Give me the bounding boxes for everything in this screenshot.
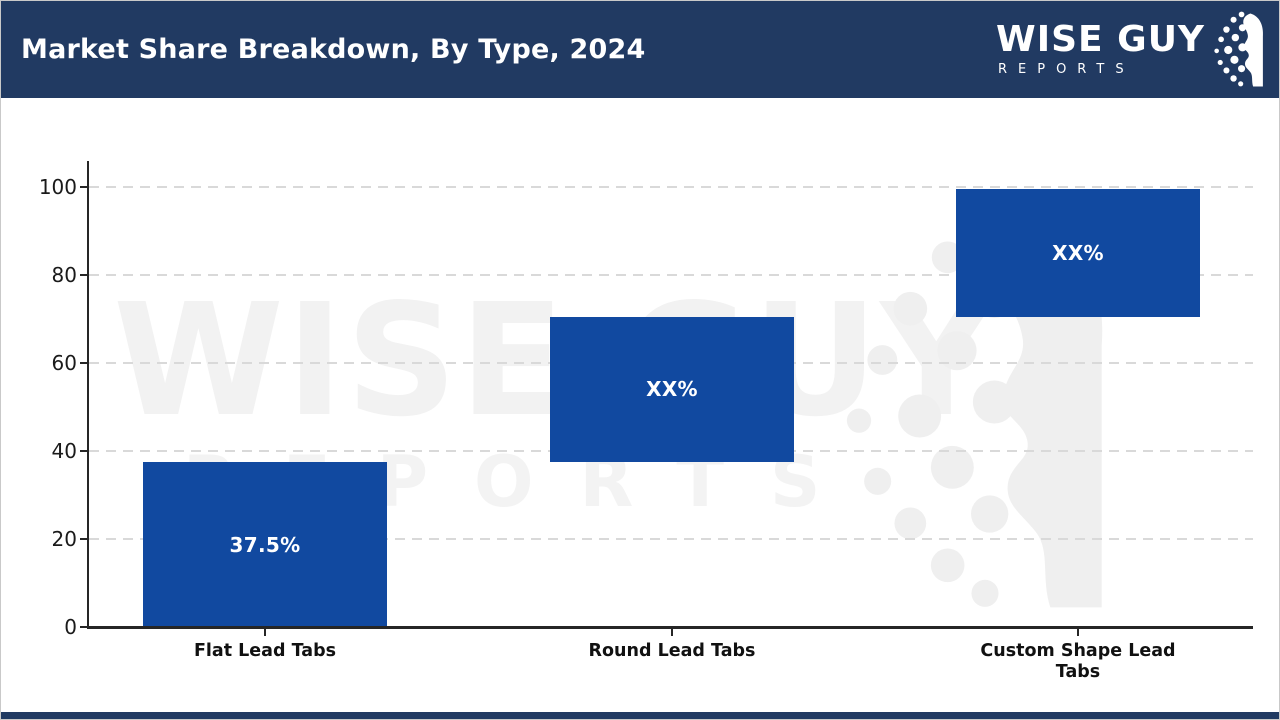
wise-guy-logo: WISE GUY REPORTS bbox=[996, 10, 1267, 90]
gridline bbox=[89, 274, 1253, 276]
x-axis-category-label: Custom Shape Lead Tabs bbox=[980, 641, 1176, 682]
bar-value-label: XX% bbox=[1052, 240, 1104, 265]
x-axis-tick-mark bbox=[1077, 629, 1079, 636]
y-axis-tick-label: 40 bbox=[51, 439, 77, 463]
bar-value-label: 37.5% bbox=[229, 532, 301, 557]
gridline bbox=[89, 186, 1253, 188]
logo-wordmark: WISE GUY bbox=[995, 19, 1205, 60]
y-axis-tick-mark bbox=[80, 186, 88, 188]
y-axis-tick-mark bbox=[80, 538, 88, 540]
y-axis-tick-mark bbox=[80, 274, 88, 276]
x-axis-tick-mark bbox=[264, 629, 266, 636]
bar-custom-shape-lead-tabs: XX% bbox=[956, 189, 1200, 317]
chart-title: Market Share Breakdown, By Type, 2024 bbox=[21, 34, 646, 65]
x-axis-category-label: Flat Lead Tabs bbox=[193, 641, 337, 661]
logo-face-icon bbox=[1214, 11, 1264, 86]
y-axis-tick-mark bbox=[80, 626, 88, 628]
y-axis-tick-label: 60 bbox=[51, 351, 77, 375]
bar-flat-lead-tabs: 37.5% bbox=[143, 462, 387, 627]
y-axis-tick-mark bbox=[80, 362, 88, 364]
x-axis-category-label: Round Lead Tabs bbox=[588, 641, 756, 661]
y-axis-tick-label: 80 bbox=[51, 263, 77, 287]
gridline bbox=[89, 538, 1253, 540]
x-axis-line bbox=[87, 626, 1253, 629]
footer-bar bbox=[1, 712, 1279, 719]
x-axis-tick-mark bbox=[671, 629, 673, 636]
y-axis-tick-label: 0 bbox=[64, 615, 77, 639]
y-axis-line bbox=[87, 161, 89, 629]
bar-value-label: XX% bbox=[646, 377, 698, 402]
logo-subtitle: REPORTS bbox=[997, 62, 1135, 77]
y-axis-tick-label: 20 bbox=[51, 527, 77, 551]
y-axis-tick-mark bbox=[80, 450, 88, 452]
logo-text: WISE GUY REPORTS bbox=[995, 19, 1205, 78]
bar-round-lead-tabs: XX% bbox=[550, 316, 794, 462]
header: Market Share Breakdown, By Type, 2024 WI… bbox=[1, 1, 1279, 98]
y-axis-tick-label: 100 bbox=[38, 175, 77, 199]
